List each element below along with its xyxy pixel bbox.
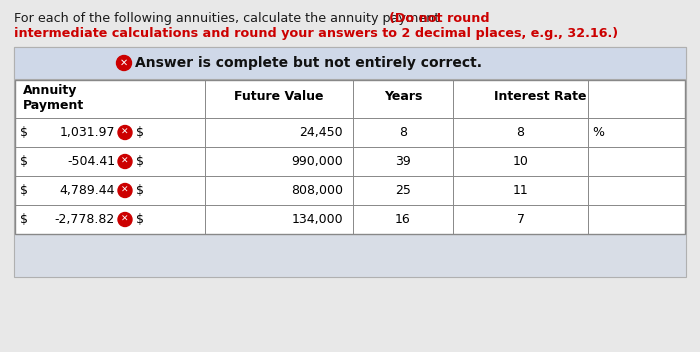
Text: 11: 11 (512, 184, 528, 197)
Text: Interest Rate: Interest Rate (494, 90, 587, 103)
Text: -504.41: -504.41 (67, 155, 115, 168)
Circle shape (118, 155, 132, 169)
Text: $: $ (20, 155, 28, 168)
Text: ✕: ✕ (121, 186, 129, 195)
Bar (15, 80, 685, 234)
Text: 16: 16 (395, 213, 411, 226)
Text: Answer is complete but not entirely correct.: Answer is complete but not entirely corr… (135, 56, 482, 70)
Circle shape (118, 213, 132, 226)
Circle shape (118, 126, 132, 139)
Text: $: $ (136, 126, 144, 139)
Text: ✕: ✕ (121, 157, 129, 166)
Text: $: $ (136, 213, 144, 226)
Text: 25: 25 (395, 184, 411, 197)
Text: intermediate calculations and round your answers to 2 decimal places, e.g., 32.1: intermediate calculations and round your… (14, 27, 618, 40)
Text: $: $ (136, 184, 144, 197)
Text: 10: 10 (512, 155, 528, 168)
Text: 808,000: 808,000 (291, 184, 343, 197)
Text: -2,778.82: -2,778.82 (55, 213, 115, 226)
Text: ✕: ✕ (121, 128, 129, 137)
Text: Future Value: Future Value (234, 90, 323, 103)
Text: $: $ (20, 184, 28, 197)
Text: 990,000: 990,000 (291, 155, 343, 168)
Circle shape (116, 56, 132, 70)
Text: Years: Years (384, 90, 422, 103)
Bar (14, 47, 686, 277)
Text: $: $ (136, 155, 144, 168)
Text: %: % (592, 126, 604, 139)
Text: 24,450: 24,450 (300, 126, 343, 139)
Text: 134,000: 134,000 (291, 213, 343, 226)
Text: ✕: ✕ (121, 215, 129, 224)
Text: 7: 7 (517, 213, 524, 226)
Text: $: $ (20, 126, 28, 139)
Text: 8: 8 (399, 126, 407, 139)
Circle shape (118, 183, 132, 197)
Bar (14, 47, 686, 79)
Text: 8: 8 (517, 126, 524, 139)
Text: $: $ (20, 213, 28, 226)
Text: ✕: ✕ (120, 58, 128, 68)
Text: For each of the following annuities, calculate the annuity payment.: For each of the following annuities, cal… (14, 12, 447, 25)
Text: Annuity
Payment: Annuity Payment (23, 84, 84, 112)
Text: (Do not round: (Do not round (389, 12, 490, 25)
Text: 4,789.44: 4,789.44 (60, 184, 115, 197)
Text: 39: 39 (395, 155, 411, 168)
Text: 1,031.97: 1,031.97 (60, 126, 115, 139)
